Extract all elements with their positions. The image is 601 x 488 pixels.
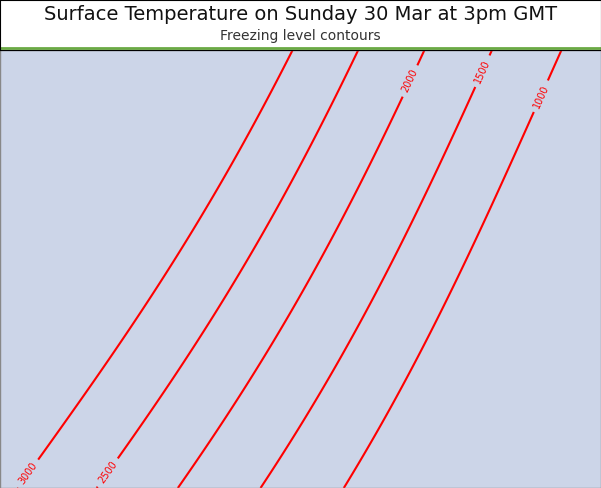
Text: 1500: 1500 <box>473 58 492 84</box>
Text: 1000: 1000 <box>531 83 551 109</box>
Text: 2500: 2500 <box>97 460 119 486</box>
Text: 3000: 3000 <box>17 461 39 487</box>
Text: 2000: 2000 <box>400 68 419 94</box>
Text: Surface Temperature on Sunday 30 Mar at 3pm GMT: Surface Temperature on Sunday 30 Mar at … <box>44 4 557 23</box>
Text: Freezing level contours: Freezing level contours <box>220 29 381 43</box>
